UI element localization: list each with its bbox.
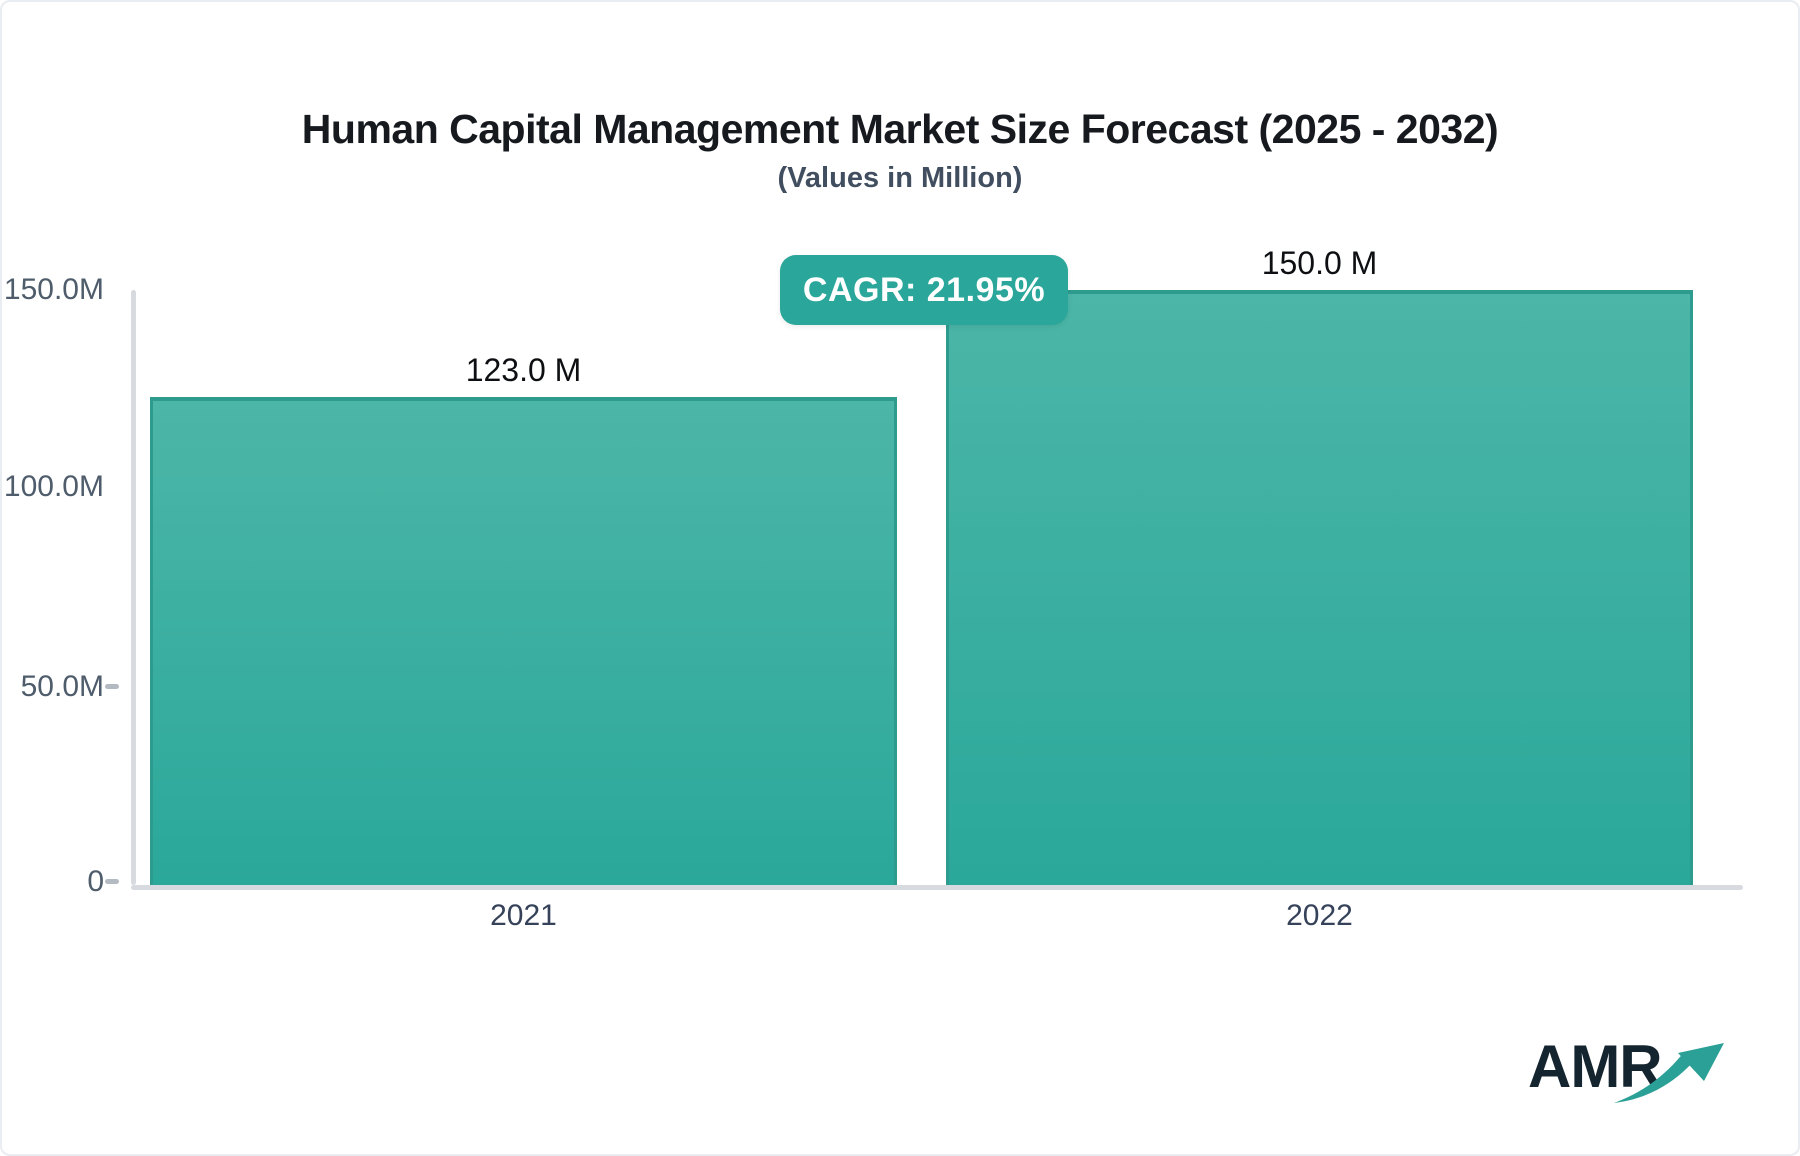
chart-title: Human Capital Management Market Size For… — [301, 106, 1499, 152]
y-axis-label-0: 0 — [87, 865, 104, 898]
y-axis-label-50m: 50.0M — [20, 670, 104, 703]
bar-2021[interactable] — [150, 397, 897, 885]
y-axis-tick-0 — [105, 879, 119, 884]
cagr-badge-label: CAGR: 21.95% — [802, 270, 1046, 309]
y-axis-label-100m: 100.0M — [3, 470, 104, 503]
x-axis-line — [131, 885, 1743, 890]
amr-logo-arrow-icon — [1614, 1043, 1724, 1103]
chart-subtitle: (Values in Million) — [777, 162, 1023, 194]
amr-logo-text: AMR — [1528, 1033, 1663, 1100]
cagr-badge: CAGR: 21.95% — [780, 255, 1068, 325]
bar-2022[interactable] — [946, 290, 1693, 885]
y-axis-tick-50m — [105, 684, 119, 689]
y-axis-label-150m: 150.0M — [3, 273, 104, 306]
x-axis-label-2021: 2021 — [490, 899, 557, 932]
bar-value-label-2022: 150.0 M — [1261, 245, 1378, 281]
y-axis-line — [131, 290, 136, 885]
amr-logo: AMR — [1528, 1035, 1728, 1115]
bar-value-label-2021: 123.0 M — [465, 352, 582, 388]
x-axis-label-2022: 2022 — [1286, 899, 1353, 932]
plot-area: 123.0 M 150.0 M — [0, 245, 1800, 885]
